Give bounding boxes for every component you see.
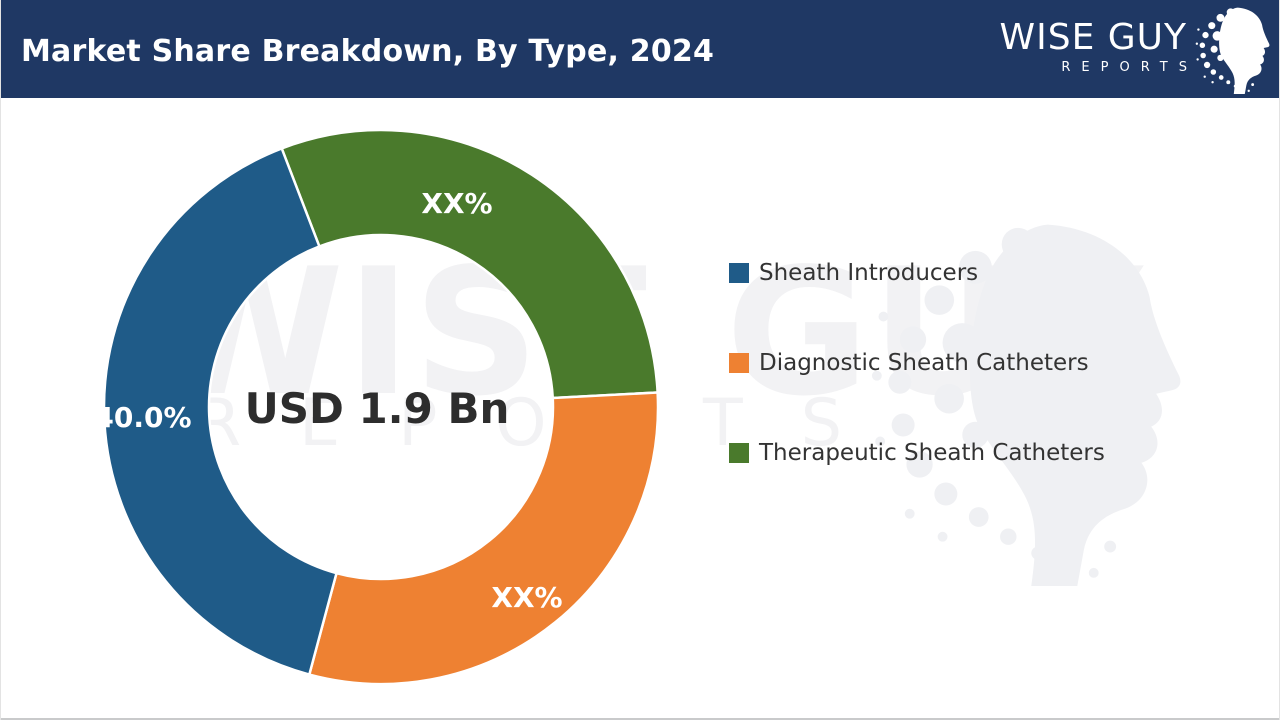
- bottom-border-line: [1, 718, 1279, 720]
- logo-head-icon: [1195, 7, 1270, 94]
- legend-item: Therapeutic Sheath Catheters: [729, 440, 1105, 466]
- legend-swatch: [729, 353, 749, 373]
- slice-percent-label: XX%: [491, 581, 562, 614]
- legend-label: Sheath Introducers: [759, 260, 979, 286]
- logo-wordmark: WISE GUY: [999, 17, 1187, 58]
- brand-logo: WISE GUY REPORTS: [1000, 18, 1188, 75]
- donut-center-value: USD 1.9 Bn: [245, 384, 510, 433]
- slice-percent-label: XX%: [421, 187, 492, 220]
- logo-reports-label: REPORTS: [1061, 59, 1198, 75]
- legend-label: Therapeutic Sheath Catheters: [759, 440, 1105, 466]
- legend-swatch: [729, 443, 749, 463]
- page-title: Market Share Breakdown, By Type, 2024: [21, 34, 715, 69]
- legend-swatch: [729, 263, 749, 283]
- legend-item: Sheath Introducers: [729, 260, 979, 286]
- legend-label: Diagnostic Sheath Catheters: [759, 350, 1089, 376]
- slice-percent-label: 40.0%: [94, 401, 191, 434]
- donut-slice-therapeutic-sheath-catheters: [280, 128, 659, 400]
- donut-slice-sheath-introducers: [102, 147, 338, 676]
- legend-item: Diagnostic Sheath Catheters: [729, 350, 1089, 376]
- header-bar: Market Share Breakdown, By Type, 2024 WI…: [1, 0, 1279, 98]
- donut-slice-diagnostic-sheath-catheters: [308, 391, 660, 686]
